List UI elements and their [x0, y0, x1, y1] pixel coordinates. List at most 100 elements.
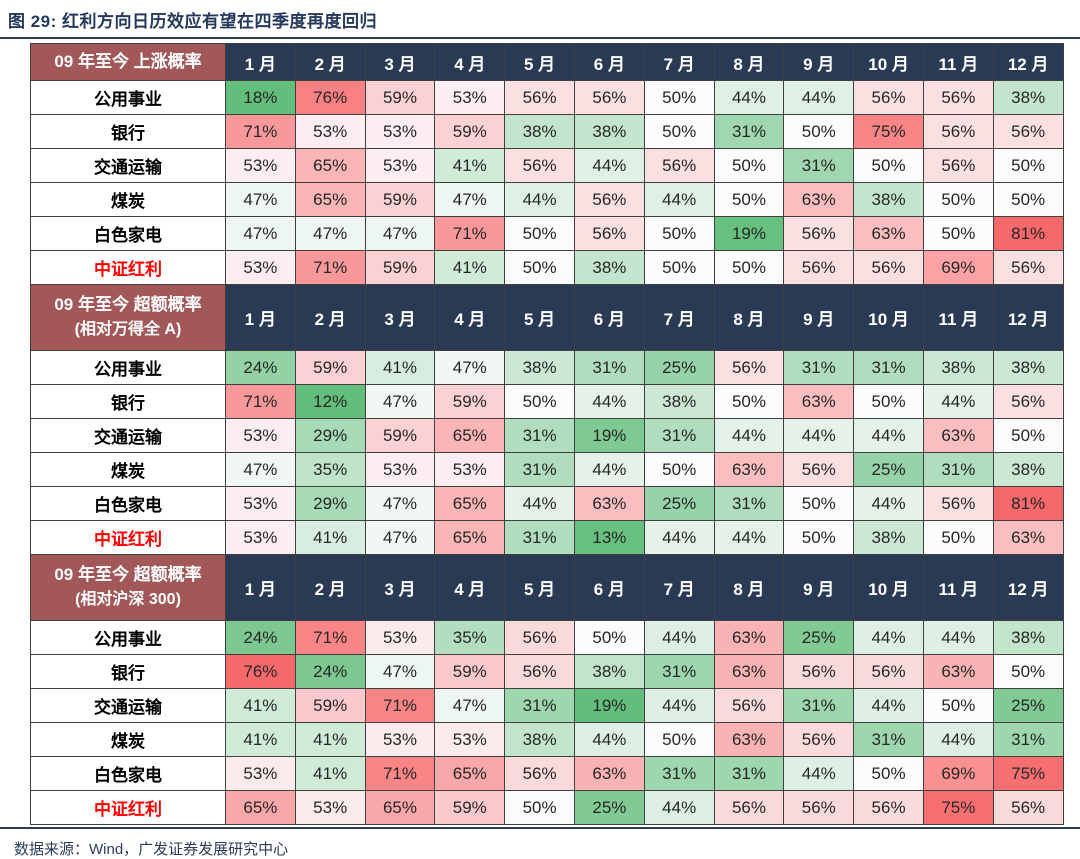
value-cell: 56%: [504, 654, 575, 689]
section-title-line1: 09 年至今 超额概率: [54, 564, 202, 584]
value-cell: 59%: [364, 80, 436, 115]
value-cell: 44%: [643, 520, 715, 555]
value-cell: 50%: [504, 250, 575, 285]
value-cell: 44%: [922, 722, 994, 757]
value-cell: 50%: [992, 148, 1064, 183]
table-row: 交通运输 41% 59% 71% 47% 31% 19% 44% 56% 31% 44% 50% 25%: [30, 688, 1064, 723]
value-cell: 41%: [294, 756, 366, 791]
value-cell: 63%: [713, 654, 785, 689]
value-cell: 76%: [294, 80, 366, 115]
table-row: 交通运输 53% 29% 59% 65% 31% 19% 31% 44% 44% 44% 63% 50%: [30, 418, 1064, 453]
month-header: 9 月: [783, 43, 855, 81]
month-header: 10 月: [853, 554, 924, 621]
value-cell: 56%: [922, 148, 994, 183]
value-cell: 44%: [783, 418, 855, 453]
value-cell: 31%: [643, 654, 715, 689]
value-cell: 44%: [713, 80, 785, 115]
value-cell: 50%: [643, 80, 715, 115]
value-cell: 50%: [643, 722, 715, 757]
value-cell: 56%: [504, 80, 575, 115]
value-cell: 53%: [364, 148, 436, 183]
value-cell: 56%: [853, 80, 924, 115]
value-cell: 41%: [434, 148, 506, 183]
table-row: 银行 71% 12% 47% 59% 50% 44% 38% 50% 63% 50% 44% 56%: [30, 384, 1064, 419]
value-cell: 38%: [573, 250, 645, 285]
value-cell: 53%: [434, 80, 506, 115]
value-cell: 59%: [364, 418, 436, 453]
value-cell: 53%: [225, 756, 296, 791]
value-cell: 25%: [853, 452, 924, 487]
value-cell: 41%: [434, 250, 506, 285]
value-cell: 63%: [713, 722, 785, 757]
value-cell: 44%: [713, 418, 785, 453]
value-cell: 65%: [294, 182, 366, 217]
value-cell: 50%: [783, 114, 855, 149]
value-cell: 56%: [783, 722, 855, 757]
value-cell: 41%: [225, 688, 296, 723]
value-cell: 44%: [853, 688, 924, 723]
month-header: 3 月: [364, 284, 436, 351]
value-cell: 31%: [504, 452, 575, 487]
value-cell: 41%: [294, 520, 366, 555]
value-cell: 56%: [992, 250, 1064, 285]
value-cell: 12%: [294, 384, 366, 419]
value-cell: 38%: [504, 350, 575, 385]
value-cell: 50%: [573, 620, 645, 655]
value-cell: 56%: [573, 80, 645, 115]
row-label: 中证红利: [30, 520, 226, 555]
value-cell: 59%: [294, 350, 366, 385]
row-label: 中证红利: [30, 790, 226, 825]
value-cell: 71%: [294, 250, 366, 285]
value-cell: 38%: [992, 620, 1064, 655]
value-cell: 31%: [504, 520, 575, 555]
value-cell: 53%: [225, 148, 296, 183]
month-header: 4 月: [434, 284, 506, 351]
row-label: 交通运输: [30, 688, 226, 723]
value-cell: 65%: [364, 790, 436, 825]
value-cell: 56%: [643, 148, 715, 183]
month-header: 2 月: [294, 43, 366, 81]
value-cell: 50%: [643, 250, 715, 285]
value-cell: 31%: [643, 756, 715, 791]
month-header: 4 月: [434, 554, 506, 621]
value-cell: 31%: [783, 688, 855, 723]
value-cell: 53%: [225, 520, 296, 555]
month-header: 9 月: [783, 554, 855, 621]
value-cell: 38%: [504, 722, 575, 757]
value-cell: 59%: [364, 182, 436, 217]
value-cell: 47%: [434, 182, 506, 217]
value-cell: 63%: [853, 216, 924, 251]
value-cell: 71%: [294, 620, 366, 655]
value-cell: 71%: [364, 756, 436, 791]
value-cell: 38%: [922, 350, 994, 385]
value-cell: 44%: [573, 148, 645, 183]
table-row: 银行 71% 53% 53% 59% 38% 38% 50% 31% 50% 75% 56% 56%: [30, 114, 1064, 149]
value-cell: 69%: [922, 756, 994, 791]
month-header: 10 月: [853, 43, 924, 81]
row-label: 公用事业: [30, 350, 226, 385]
table-row: 白色家电 53% 29% 47% 65% 44% 63% 25% 31% 50% 44% 56% 81%: [30, 486, 1064, 521]
month-header: 11 月: [922, 43, 994, 81]
value-cell: 63%: [992, 520, 1064, 555]
value-cell: 44%: [922, 620, 994, 655]
value-cell: 31%: [713, 114, 785, 149]
value-cell: 31%: [992, 722, 1064, 757]
value-cell: 56%: [853, 250, 924, 285]
month-header: 3 月: [364, 43, 436, 81]
row-label: 白色家电: [30, 756, 226, 791]
value-cell: 56%: [992, 384, 1064, 419]
value-cell: 50%: [504, 384, 575, 419]
value-cell: 59%: [434, 654, 506, 689]
month-header: 4 月: [434, 43, 506, 81]
value-cell: 19%: [573, 688, 645, 723]
value-cell: 38%: [643, 384, 715, 419]
row-label: 银行: [30, 114, 226, 149]
value-cell: 63%: [573, 756, 645, 791]
value-cell: 31%: [922, 452, 994, 487]
value-cell: 47%: [225, 452, 296, 487]
value-cell: 71%: [364, 688, 436, 723]
value-cell: 31%: [504, 688, 575, 723]
table-row: 中证红利 53% 41% 47% 65% 31% 13% 44% 44% 50% 38% 50% 63%: [30, 520, 1064, 555]
value-cell: 47%: [434, 688, 506, 723]
